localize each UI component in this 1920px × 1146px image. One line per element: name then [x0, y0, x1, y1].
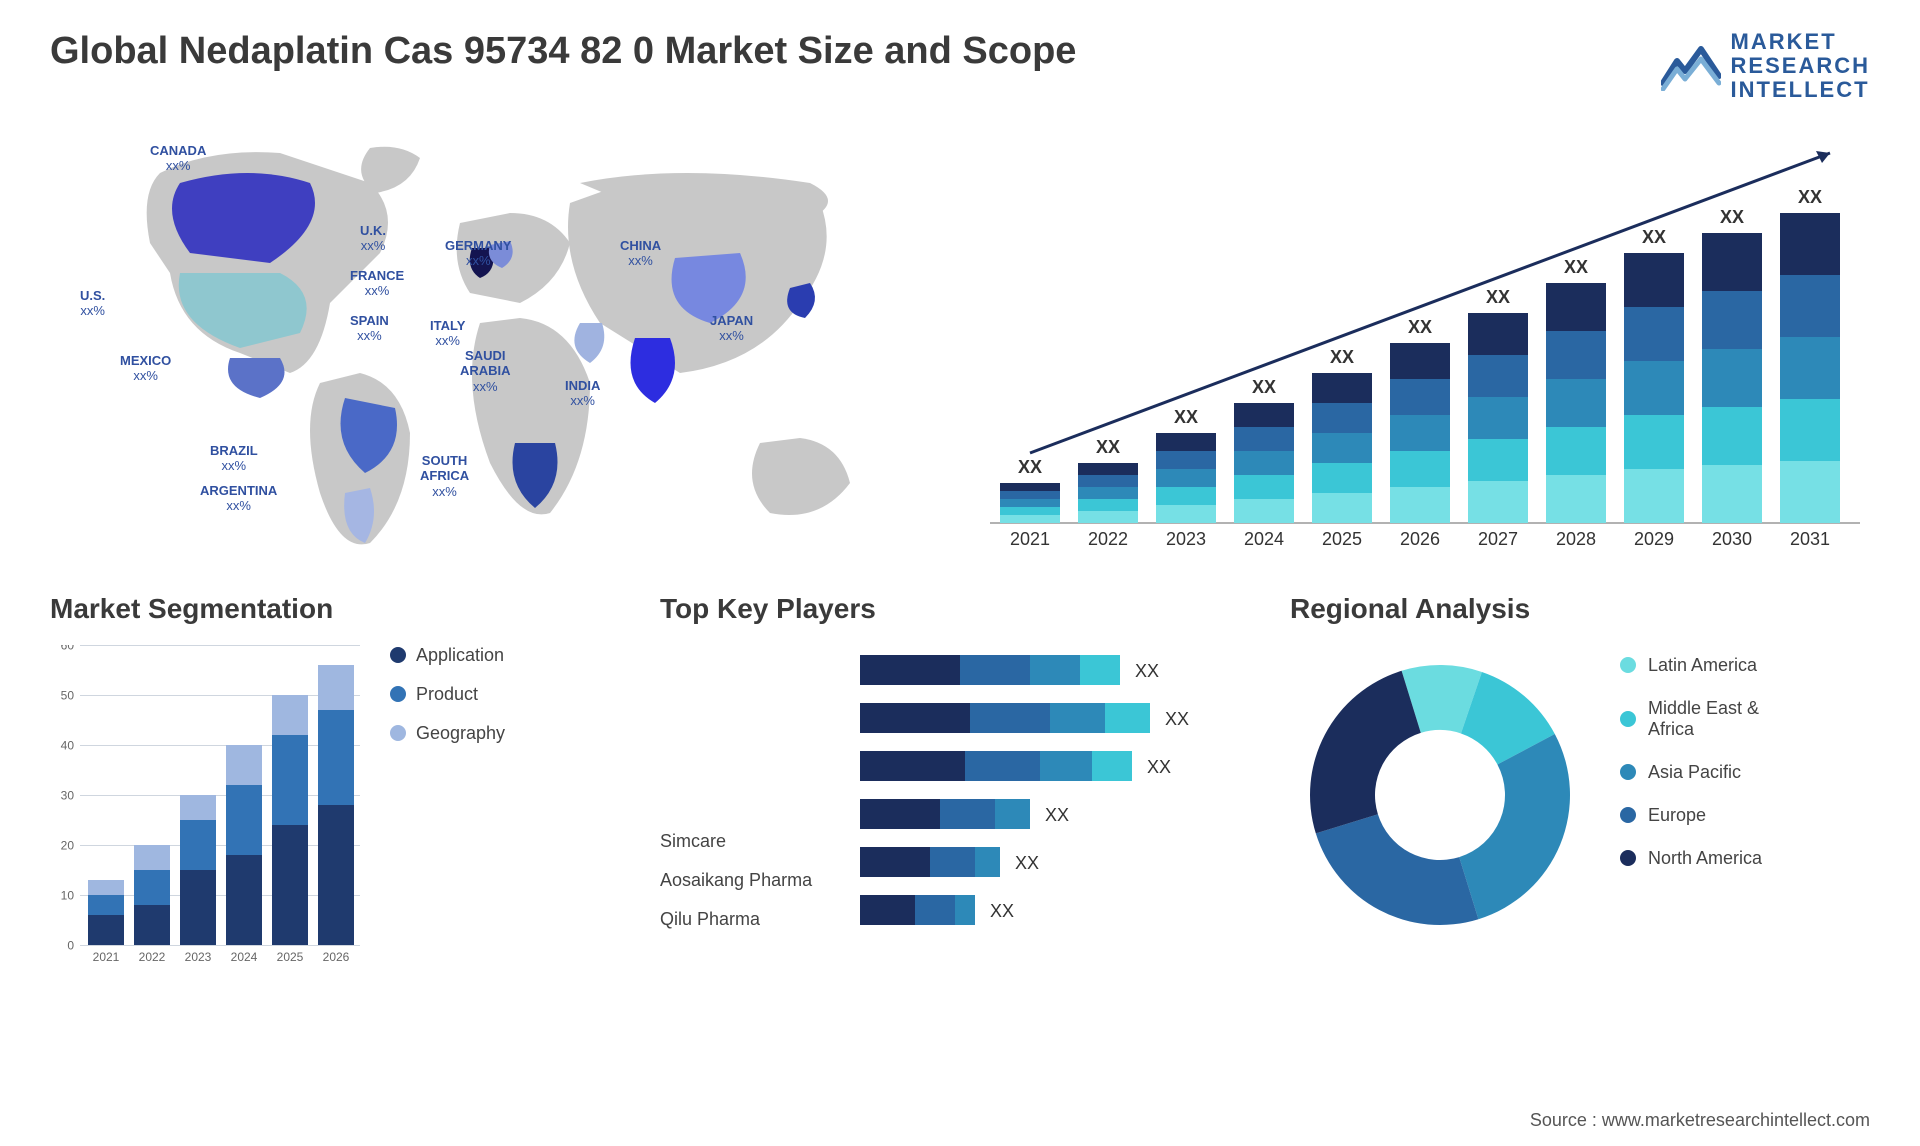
map-india	[631, 338, 676, 403]
segmentation-section: Market Segmentation 0 10 20 30 40 50 60 2021 202…	[50, 593, 630, 1023]
svg-text:2023: 2023	[1166, 529, 1206, 549]
country-label: CHINAxx%	[620, 238, 661, 269]
svg-text:XX: XX	[1798, 187, 1822, 207]
country-label: U.K.xx%	[360, 223, 386, 254]
country-label: CANADAxx%	[150, 143, 206, 174]
svg-text:2022: 2022	[139, 950, 166, 964]
country-label: SOUTHAFRICAxx%	[420, 453, 469, 500]
svg-text:40: 40	[61, 738, 75, 752]
country-label: FRANCExx%	[350, 268, 404, 299]
svg-text:2029: 2029	[1634, 529, 1674, 549]
svg-text:2025: 2025	[277, 950, 304, 964]
legend-item: Application	[390, 645, 505, 666]
player-name: Qilu Pharma	[660, 909, 840, 930]
svg-text:XX: XX	[1642, 227, 1666, 247]
svg-text:2026: 2026	[1400, 529, 1440, 549]
country-label: INDIAxx%	[565, 378, 600, 409]
svg-text:2023: 2023	[185, 950, 212, 964]
legend-item: Geography	[390, 723, 505, 744]
legend-item: Asia Pacific	[1620, 762, 1762, 783]
svg-text:XX: XX	[1165, 709, 1189, 729]
players-section: Top Key Players Simcare Aosaikang Pharma Q…	[660, 593, 1260, 1023]
country-label: ITALYxx%	[430, 318, 465, 349]
svg-text:60: 60	[61, 645, 75, 653]
svg-text:2022: 2022	[1088, 529, 1128, 549]
section-title: Top Key Players	[660, 593, 1260, 625]
svg-text:2027: 2027	[1478, 529, 1518, 549]
svg-text:30: 30	[61, 788, 75, 802]
svg-text:2021: 2021	[1010, 529, 1050, 549]
svg-text:XX: XX	[1330, 347, 1354, 367]
svg-text:0: 0	[67, 938, 74, 952]
svg-text:2021: 2021	[93, 950, 120, 964]
country-label: MEXICOxx%	[120, 353, 171, 384]
svg-text:50: 50	[61, 688, 75, 702]
svg-text:XX: XX	[1135, 661, 1159, 681]
svg-text:2030: 2030	[1712, 529, 1752, 549]
svg-text:XX: XX	[1564, 257, 1588, 277]
map-mexico	[228, 358, 285, 398]
svg-text:XX: XX	[1486, 287, 1510, 307]
source-text: Source : www.marketresearchintellect.com	[1530, 1110, 1870, 1131]
svg-text:XX: XX	[1720, 207, 1744, 227]
logo-line: MARKET	[1731, 30, 1870, 54]
country-label: ARGENTINAxx%	[200, 483, 277, 514]
svg-text:XX: XX	[1015, 853, 1039, 873]
svg-text:XX: XX	[1096, 437, 1120, 457]
svg-text:XX: XX	[1252, 377, 1276, 397]
section-title: Market Segmentation	[50, 593, 630, 625]
svg-text:2024: 2024	[1244, 529, 1284, 549]
svg-text:XX: XX	[1174, 407, 1198, 427]
svg-text:XX: XX	[1408, 317, 1432, 337]
country-label: BRAZILxx%	[210, 443, 258, 474]
section-title: Regional Analysis	[1290, 593, 1870, 625]
country-label: GERMANYxx%	[445, 238, 511, 269]
legend-item: North America	[1620, 848, 1762, 869]
brand-logo: MARKET RESEARCH INTELLECT	[1661, 30, 1870, 103]
legend-item: Middle East &Africa	[1620, 698, 1762, 740]
legend-item: Latin America	[1620, 655, 1762, 676]
svg-text:20: 20	[61, 838, 75, 852]
country-label: U.S.xx%	[80, 288, 105, 319]
player-name: Simcare	[660, 831, 840, 852]
logo-line: INTELLECT	[1731, 78, 1870, 102]
svg-text:10: 10	[61, 888, 75, 902]
svg-text:XX: XX	[1147, 757, 1171, 777]
svg-text:2024: 2024	[231, 950, 258, 964]
map-saudi	[574, 323, 604, 363]
country-label: JAPANxx%	[710, 313, 753, 344]
page-title: Global Nedaplatin Cas 95734 82 0 Market …	[50, 30, 1076, 73]
regional-section: Regional Analysis Latin America Middle Ea…	[1290, 593, 1870, 1023]
svg-text:2031: 2031	[1790, 529, 1830, 549]
country-label: SAUDIARABIAxx%	[460, 348, 511, 395]
legend-item: Product	[390, 684, 505, 705]
svg-text:XX: XX	[1018, 457, 1042, 477]
country-label: SPAINxx%	[350, 313, 389, 344]
svg-text:2025: 2025	[1322, 529, 1362, 549]
growth-bar-chart: XX 2021 XX 2022 XX 2023 XX 2024 XX 2025 XX 2026 XX 20…	[990, 123, 1870, 563]
legend-item: Europe	[1620, 805, 1762, 826]
player-name: Aosaikang Pharma	[660, 870, 840, 891]
svg-text:XX: XX	[1045, 805, 1069, 825]
world-map: CANADAxx% U.S.xx% MEXICOxx% BRAZILxx% ARGENT…	[50, 123, 950, 563]
svg-text:2026: 2026	[323, 950, 350, 964]
svg-text:2028: 2028	[1556, 529, 1596, 549]
svg-text:XX: XX	[990, 901, 1014, 921]
logo-line: RESEARCH	[1731, 54, 1870, 78]
